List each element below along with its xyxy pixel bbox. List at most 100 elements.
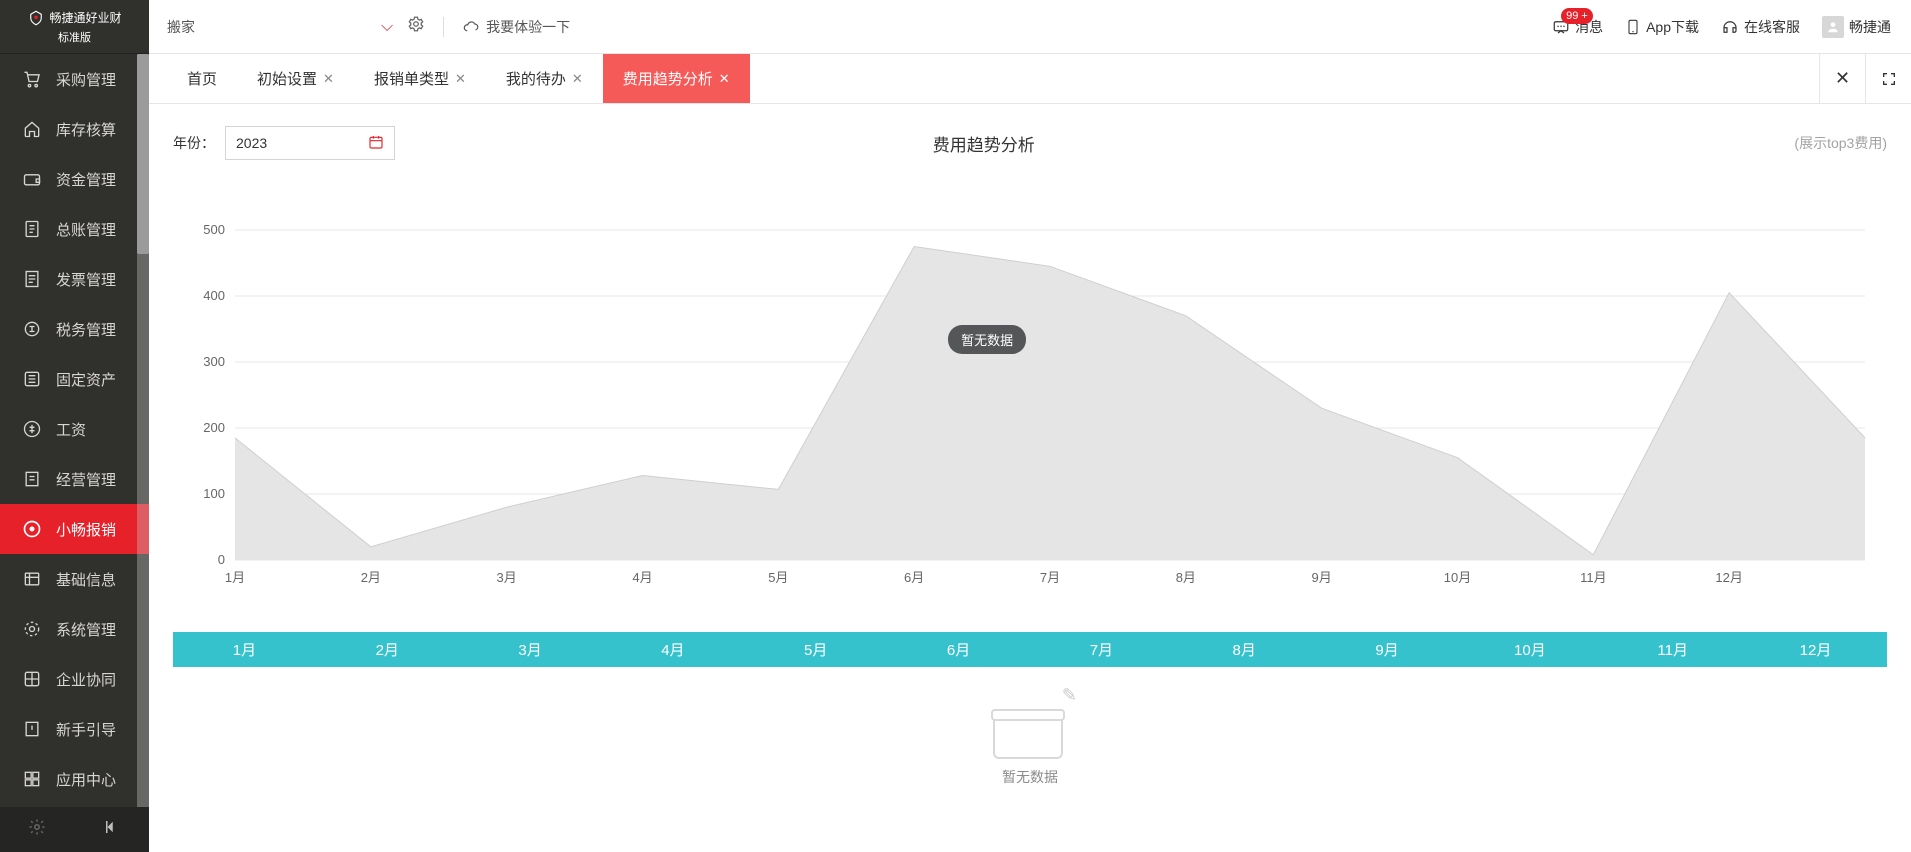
try-link[interactable]: 我要体验一下: [462, 17, 570, 37]
tab-初始设置[interactable]: 初始设置✕: [237, 54, 354, 103]
sidebar-item-salary[interactable]: 工资: [0, 404, 149, 454]
sidebar-item-cart[interactable]: 采购管理: [0, 54, 149, 104]
invoice-icon: [22, 269, 42, 289]
sidebar-item-collab[interactable]: 企业协同: [0, 654, 149, 704]
wallet-icon: [22, 169, 42, 189]
close-icon[interactable]: ✕: [455, 71, 466, 87]
sidebar-item-label: 税务管理: [56, 319, 116, 340]
cart-icon: [22, 69, 42, 89]
tab-报销单类型[interactable]: 报销单类型 ✕: [354, 54, 486, 103]
try-label: 我要体验一下: [486, 17, 570, 37]
svg-text:4月: 4月: [632, 570, 652, 585]
month-selector: 1月2月3月4月5月6月7月8月9月10月11月12月: [173, 632, 1887, 667]
avatar-icon: [1822, 16, 1844, 38]
chart-tooltip: 暂无数据: [948, 325, 1026, 354]
user-name: 畅捷通: [1849, 17, 1891, 37]
month-cell[interactable]: 7月: [1030, 632, 1173, 667]
sidebar-item-home[interactable]: 库存核算: [0, 104, 149, 154]
app-download-label: App下载: [1646, 17, 1699, 37]
sidebar-item-label: 资金管理: [56, 169, 116, 190]
tab-label: 报销单类型: [374, 68, 449, 89]
month-cell[interactable]: 2月: [316, 632, 459, 667]
sidebar-item-sys[interactable]: 系统管理: [0, 604, 149, 654]
tab-row: 首页初始设置✕报销单类型✕我的待办✕费用趋势分析✕ ✕: [149, 54, 1911, 104]
phone-icon: [1625, 18, 1641, 36]
collapse-icon[interactable]: [103, 818, 121, 841]
sidebar: 畅捷通好业财 标准版 采购管理库存核算资金管理总账管理发票管理税务管理固定资产工…: [0, 0, 149, 852]
sidebar-item-asset[interactable]: 固定资产: [0, 354, 149, 404]
svg-text:100: 100: [203, 486, 225, 501]
sidebar-item-label: 应用中心: [56, 769, 116, 790]
month-cell[interactable]: 6月: [887, 632, 1030, 667]
sidebar-item-label: 小畅报销: [56, 519, 116, 540]
tab-首页[interactable]: 首页: [167, 54, 237, 103]
svg-text:7月: 7月: [1040, 570, 1060, 585]
sidebar-item-wallet[interactable]: 资金管理: [0, 154, 149, 204]
sys-icon: [22, 619, 42, 639]
home-icon: [22, 119, 42, 139]
sidebar-item-ledger[interactable]: 总账管理: [0, 204, 149, 254]
sidebar-item-invoice[interactable]: 发票管理: [0, 254, 149, 304]
salary-icon: [22, 419, 42, 439]
user-block[interactable]: 畅捷通: [1822, 16, 1891, 38]
headset-icon: [1721, 18, 1739, 36]
service-link[interactable]: 在线客服: [1721, 17, 1800, 37]
svg-text:11月: 11月: [1580, 570, 1607, 585]
sidebar-item-guide[interactable]: 新手引导: [0, 704, 149, 754]
nodata-block: ✎ 暂无数据: [173, 707, 1887, 787]
asset-icon: [22, 369, 42, 389]
tab-我的待办[interactable]: 我的待办✕: [486, 54, 603, 103]
gear-icon[interactable]: [407, 15, 425, 38]
svg-text:300: 300: [203, 354, 225, 369]
biz-icon: [22, 469, 42, 489]
settings-icon[interactable]: [28, 818, 46, 841]
brand-block: 畅捷通好业财 标准版: [0, 0, 149, 54]
svg-text:1月: 1月: [225, 570, 245, 585]
guide-icon: [22, 719, 42, 739]
sidebar-item-appctr[interactable]: 应用中心: [0, 754, 149, 804]
svg-text:3月: 3月: [497, 570, 517, 585]
close-icon[interactable]: ✕: [719, 71, 730, 87]
page-content: 年份： 2023 费用趋势分析 (展示top3费用) 0100200300400…: [149, 104, 1911, 852]
sidebar-item-label: 发票管理: [56, 269, 116, 290]
sidebar-item-label: 新手引导: [56, 719, 116, 740]
sidebar-item-biz[interactable]: 经营管理: [0, 454, 149, 504]
tab-label: 费用趋势分析: [623, 68, 713, 89]
scrollbar-thumb[interactable]: [137, 54, 149, 254]
month-cell[interactable]: 8月: [1173, 632, 1316, 667]
month-cell[interactable]: 5月: [744, 632, 887, 667]
svg-text:5月: 5月: [768, 570, 788, 585]
sidebar-item-label: 基础信息: [56, 569, 116, 590]
chevron-down-icon[interactable]: ⌵: [381, 18, 393, 36]
chart-area: 01002003004005001月2月3月4月5月6月7月8月9月10月11月…: [173, 220, 1887, 600]
month-cell[interactable]: 4月: [601, 632, 744, 667]
messages-link[interactable]: 消息 99 +: [1552, 17, 1603, 37]
tab-费用趋势分析[interactable]: 费用趋势分析 ✕: [603, 54, 750, 103]
sidebar-item-tax[interactable]: 税务管理: [0, 304, 149, 354]
brand-logo-icon: [27, 9, 45, 27]
sidebar-item-label: 库存核算: [56, 119, 116, 140]
month-cell[interactable]: 3月: [459, 632, 602, 667]
sidebar-item-label: 系统管理: [56, 619, 116, 640]
collab-icon: [22, 669, 42, 689]
month-cell[interactable]: 11月: [1601, 632, 1744, 667]
close-tab-icon[interactable]: ✕: [1819, 54, 1865, 103]
month-cell[interactable]: 9月: [1316, 632, 1459, 667]
sidebar-item-base[interactable]: 基础信息: [0, 554, 149, 604]
svg-text:6月: 6月: [904, 570, 924, 585]
base-icon: [22, 569, 42, 589]
close-icon[interactable]: ✕: [572, 71, 583, 87]
fullscreen-icon[interactable]: [1865, 54, 1911, 103]
svg-text:8月: 8月: [1176, 570, 1196, 585]
app-download-link[interactable]: App下载: [1625, 17, 1699, 37]
tab-label: 首页: [187, 68, 217, 89]
month-cell[interactable]: 12月: [1744, 632, 1887, 667]
month-cell[interactable]: 1月: [173, 632, 316, 667]
sidebar-item-expense[interactable]: 小畅报销: [0, 504, 149, 554]
search-input[interactable]: 搬家: [167, 17, 367, 37]
expense-trend-chart: 01002003004005001月2月3月4月5月6月7月8月9月10月11月…: [195, 220, 1875, 600]
close-icon[interactable]: ✕: [323, 71, 334, 87]
messages-badge: 99 +: [1561, 8, 1593, 24]
sidebar-footer: [0, 807, 149, 852]
month-cell[interactable]: 10月: [1458, 632, 1601, 667]
